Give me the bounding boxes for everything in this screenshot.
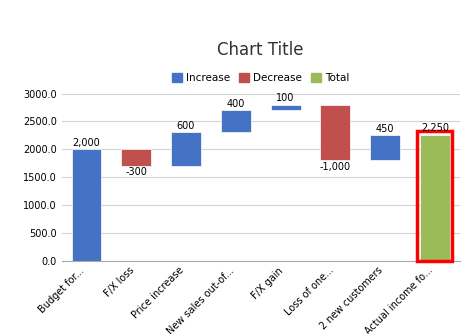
Bar <box>171 133 201 166</box>
Text: 2,000: 2,000 <box>73 138 100 148</box>
Text: -300: -300 <box>125 167 147 177</box>
Bar <box>370 135 400 160</box>
Bar <box>72 149 101 261</box>
Text: -1,000: -1,000 <box>320 162 351 172</box>
Title: Chart Title: Chart Title <box>218 41 304 59</box>
Text: 2,250: 2,250 <box>421 123 449 133</box>
Bar <box>221 110 251 133</box>
Text: 100: 100 <box>276 93 295 103</box>
Text: 400: 400 <box>227 99 245 109</box>
Bar <box>420 135 450 261</box>
Legend: Increase, Decrease, Total: Increase, Decrease, Total <box>168 69 354 87</box>
Bar <box>271 105 301 110</box>
Text: 600: 600 <box>177 121 195 131</box>
Bar <box>320 105 350 160</box>
Text: 450: 450 <box>376 124 394 134</box>
Bar <box>121 149 151 166</box>
Bar <box>418 131 452 261</box>
